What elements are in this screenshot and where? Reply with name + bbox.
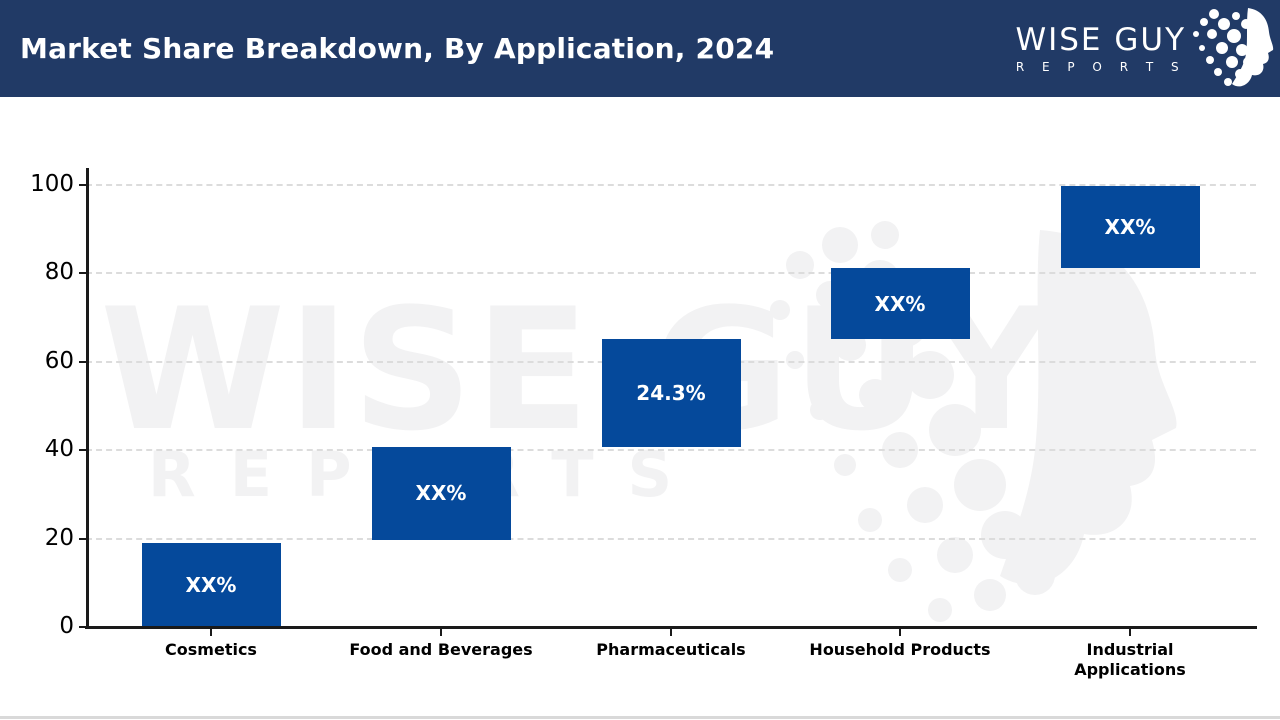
bar-cosmetics: XX% — [141, 543, 281, 627]
bar-household-products: XX% — [830, 268, 970, 340]
gridline-100 — [86, 184, 1256, 186]
logo-subtitle: R E P O R T S — [1015, 59, 1186, 74]
bottom-border — [0, 716, 1280, 719]
x-tick-1 — [440, 629, 442, 636]
y-tick-40 — [79, 449, 86, 452]
category-label-2: Pharmaceuticals — [596, 640, 746, 659]
y-tick-80 — [79, 272, 86, 275]
logo-wordmark-block: WISE GUY R E P O R T S — [1015, 21, 1186, 74]
logo-wordmark: WISE GUY — [1015, 21, 1186, 58]
chart-title: Market Share Breakdown, By Application, … — [20, 32, 775, 65]
bar-industrial-applications: XX% — [1060, 185, 1200, 269]
x-tick-3 — [899, 629, 901, 636]
bar-value-label: XX% — [415, 481, 467, 506]
gridline-80 — [86, 272, 1256, 275]
bar-pharmaceuticals: 24.3% — [601, 339, 741, 447]
y-tick-label-20: 20 — [44, 524, 74, 551]
y-tick-label-40: 40 — [44, 436, 74, 463]
y-tick-label-100: 100 — [30, 171, 74, 197]
y-tick-label-80: 80 — [44, 259, 74, 286]
y-tick-20 — [79, 537, 86, 540]
category-label-4: Industrial Applications — [1074, 640, 1186, 679]
gridline-20 — [86, 537, 1256, 540]
y-tick-label-60: 60 — [44, 347, 74, 374]
bar-value-label: XX% — [1104, 214, 1156, 239]
x-tick-0 — [210, 629, 212, 636]
y-tick-0 — [79, 626, 86, 628]
header-bar: Market Share Breakdown, By Application, … — [0, 0, 1280, 97]
category-label-1: Food and Beverages — [349, 640, 533, 659]
y-tick-label-0: 0 — [59, 613, 74, 639]
category-label-3: Household Products — [809, 640, 991, 659]
bar-food-and-beverages: XX% — [371, 446, 511, 540]
bar-value-label: XX% — [185, 573, 237, 597]
category-label-0: Cosmetics — [165, 640, 257, 659]
x-tick-4 — [1129, 629, 1131, 636]
watermark-face-icon — [770, 221, 1177, 622]
bar-value-label: XX% — [874, 291, 926, 316]
x-tick-2 — [670, 629, 672, 636]
y-axis-line — [86, 168, 89, 629]
y-tick-100 — [79, 184, 86, 186]
x-axis-line — [85, 626, 1257, 629]
bar-value-label: 24.3% — [636, 380, 706, 405]
gridline-40 — [86, 449, 1256, 452]
logo-face-icon — [1193, 7, 1274, 86]
y-tick-60 — [79, 360, 86, 363]
brand-logo: WISE GUY R E P O R T S — [1015, 4, 1274, 94]
